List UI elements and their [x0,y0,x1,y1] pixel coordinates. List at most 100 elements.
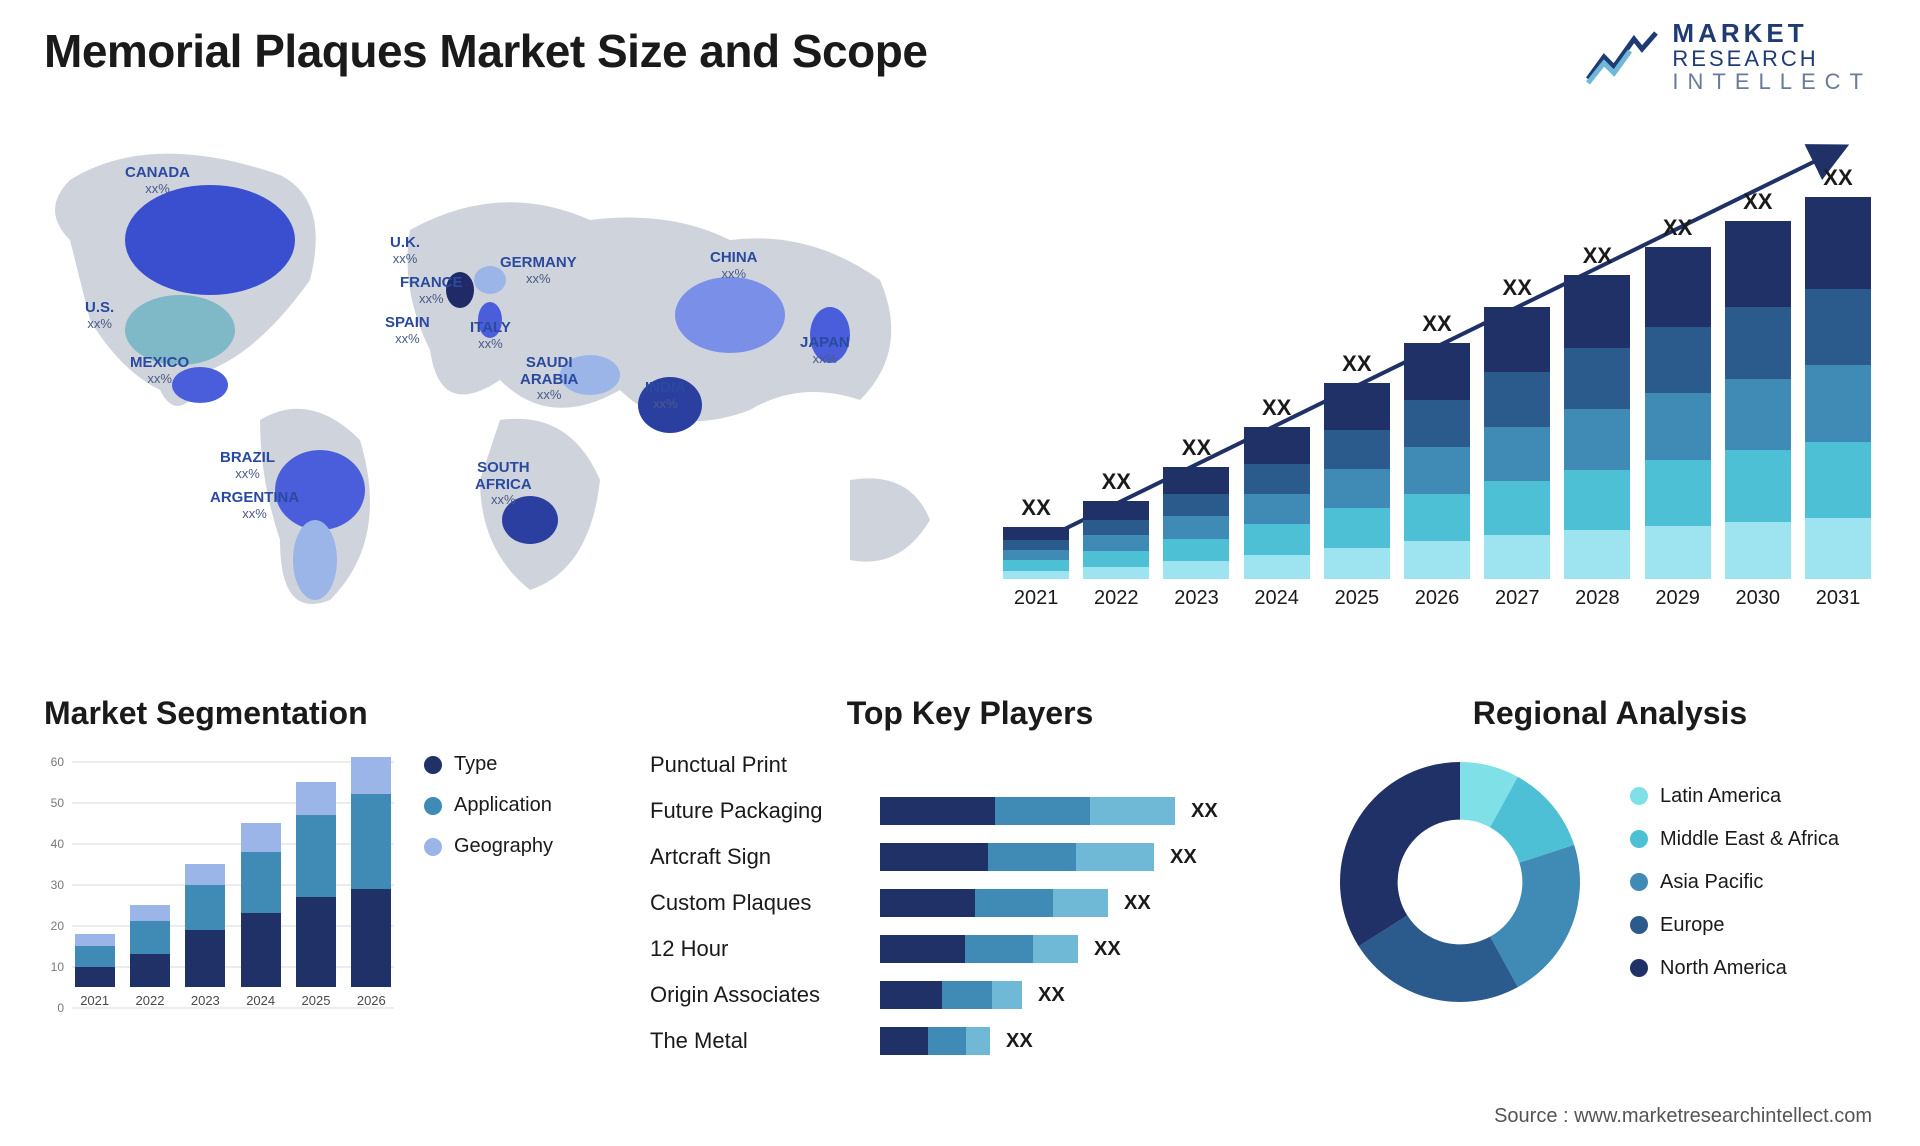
growth-bar-year: 2021 [1014,587,1059,610]
segmentation-year: 2021 [80,993,109,1008]
logo-line-3: INTELLECT [1672,70,1872,93]
key-player-row: Future Packaging XX [650,794,1290,828]
legend-swatch [424,756,442,774]
key-player-value: XX [1006,1030,1033,1053]
growth-bar-year: 2023 [1174,587,1219,610]
legend-label: Type [454,753,497,776]
segmentation-year: 2022 [136,993,165,1008]
segmentation-year: 2025 [302,993,331,1008]
growth-bar-year: 2022 [1094,587,1139,610]
key-player-name: Future Packaging [650,798,880,824]
key-player-row: The Metal XX [650,1024,1290,1058]
growth-bar: XX 2021 [1002,495,1070,610]
growth-bar-value: XX [1663,215,1692,241]
legend-label: North America [1660,957,1787,980]
growth-chart: XX2021XX2022XX2023XX2024XX2025XX2026XX20… [1002,130,1872,650]
segmentation-year: 2024 [246,993,275,1008]
svg-text:10: 10 [51,960,65,974]
map-label: U.K.xx% [390,235,420,266]
legend-item: Latin America [1630,785,1839,808]
segmentation-bar: 2024 [238,823,283,1008]
map-label: INDIAxx% [645,380,686,411]
growth-bar: XX2031 [1804,165,1872,610]
svg-text:60: 60 [51,755,65,769]
key-player-name: Artcraft Sign [650,844,880,870]
map-label: SAUDIARABIAxx% [520,355,578,402]
growth-bar-value: XX [1422,311,1451,337]
map-label: ARGENTINAxx% [210,490,299,521]
source-label: Source : www.marketresearchintellect.com [1494,1105,1872,1128]
legend-label: Middle East & Africa [1660,828,1839,851]
segmentation-legend: Type Application Geography [424,753,553,858]
growth-bar-year: 2025 [1335,587,1380,610]
map-label: CANADAxx% [125,165,190,196]
legend-swatch [1630,959,1648,977]
growth-bar: XX2030 [1724,189,1792,610]
logo-icon [1586,29,1658,85]
map-label: FRANCExx% [400,275,463,306]
segmentation-bar: 2025 [293,782,338,1008]
legend-item: Middle East & Africa [1630,828,1839,851]
segmentation-block: Market Segmentation 0102030405060 202120… [44,695,604,1032]
key-player-bar [880,981,1022,1009]
key-player-bar [880,843,1154,871]
segmentation-year: 2026 [357,993,386,1008]
legend-swatch [1630,830,1648,848]
growth-bar-year: 2027 [1495,587,1540,610]
map-label: SOUTHAFRICAxx% [475,460,532,507]
legend-item: Geography [424,835,553,858]
key-player-row: Punctual Print [650,748,1290,782]
growth-bar-value: XX [1743,189,1772,215]
map-label: CHINAxx% [710,250,758,281]
growth-bar-year: 2024 [1254,587,1299,610]
growth-bar-year: 2026 [1415,587,1460,610]
key-player-bar [880,889,1108,917]
regional-legend: Latin AmericaMiddle East & AfricaAsia Pa… [1630,785,1839,980]
growth-bar-year: 2031 [1816,587,1861,610]
key-player-value: XX [1094,938,1121,961]
svg-text:30: 30 [51,878,65,892]
legend-item: Application [424,794,553,817]
key-player-value: XX [1124,892,1151,915]
growth-bar: XX2028 [1563,243,1631,610]
key-player-name: The Metal [650,1028,880,1054]
svg-text:0: 0 [57,1001,64,1015]
donut-slice [1340,762,1460,946]
key-player-name: 12 Hour [650,936,880,962]
logo-line-1: MARKET [1672,20,1872,47]
key-players-list: Punctual Print Future Packaging XX Artcraft… [650,748,1290,1058]
legend-label: Application [454,794,552,817]
legend-item: Europe [1630,914,1839,937]
map-label: SPAINxx% [385,315,430,346]
logo-line-2: RESEARCH [1672,47,1872,70]
key-player-row: Artcraft SignXX [650,840,1290,874]
legend-label: Latin America [1660,785,1781,808]
growth-bar-value: XX [1102,469,1131,495]
key-players-title: Top Key Players [650,695,1290,732]
legend-label: Geography [454,835,553,858]
legend-swatch [1630,787,1648,805]
key-players-block: Top Key Players Punctual Print Future Pac… [650,695,1290,1058]
regional-title: Regional Analysis [1330,695,1890,732]
map-label: MEXICOxx% [130,355,189,386]
legend-swatch [1630,873,1648,891]
key-player-bar [880,1027,990,1055]
segmentation-year: 2023 [191,993,220,1008]
growth-bar-value: XX [1503,275,1532,301]
key-player-value: XX [1191,800,1218,823]
key-player-row: Origin AssociatesXX [650,978,1290,1012]
key-player-name: Origin Associates [650,982,880,1008]
key-player-row: Custom Plaques XX [650,886,1290,920]
growth-bar: XX2023 [1162,435,1230,610]
segmentation-bar: 2026 [349,757,394,1008]
segmentation-bar: 2023 [183,864,228,1008]
growth-bar: XX 2027 [1483,275,1551,610]
key-player-name: Custom Plaques [650,890,880,916]
map-label: ITALYxx% [470,320,511,351]
key-player-row: 12 Hour XX [650,932,1290,966]
growth-bar-value: XX [1021,495,1050,521]
segmentation-title: Market Segmentation [44,695,604,732]
key-player-bar [880,935,1078,963]
legend-item: North America [1630,957,1839,980]
growth-bar-value: XX [1262,395,1291,421]
